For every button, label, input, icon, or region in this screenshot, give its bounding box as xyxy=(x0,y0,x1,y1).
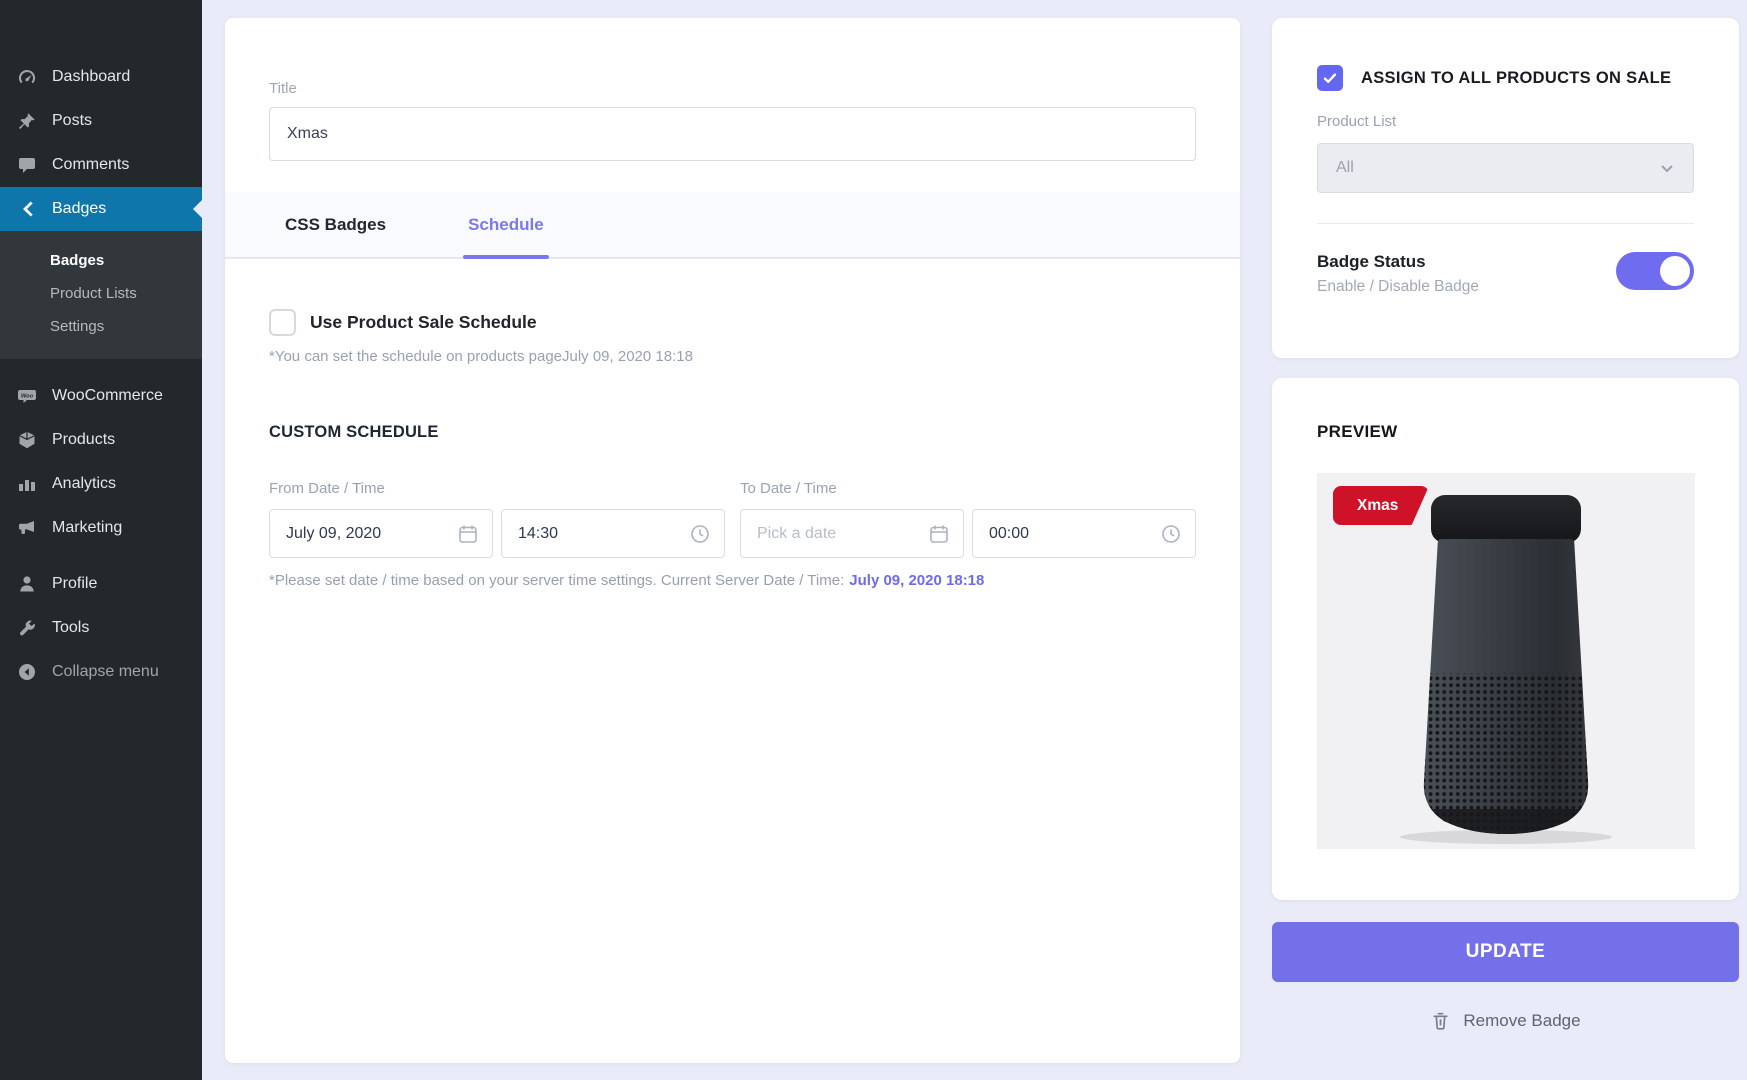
chevron-left-icon xyxy=(17,199,37,219)
use-product-sale-schedule-checkbox[interactable] xyxy=(269,309,296,336)
divider xyxy=(1317,223,1694,224)
svg-text:Woo: Woo xyxy=(21,394,34,400)
product-image-speaker xyxy=(1400,495,1612,844)
product-list-selected-value: All xyxy=(1336,159,1354,176)
to-time-value: 00:00 xyxy=(989,524,1030,542)
collapse-icon xyxy=(17,662,37,682)
preview-heading: PREVIEW xyxy=(1317,422,1398,441)
to-datetime-label: To Date / Time xyxy=(740,480,837,497)
server-datetime-value: July 09, 2020 18:18 xyxy=(849,572,985,589)
bar-chart-icon xyxy=(17,474,37,494)
clock-icon xyxy=(689,523,711,545)
sidebar-item-label: Products xyxy=(52,431,116,448)
custom-schedule-heading: CUSTOM SCHEDULE xyxy=(269,423,439,441)
to-datetime-group: To Date / Time Pick a date 00:00 xyxy=(740,480,1196,558)
badge-status-block: Badge Status Enable / Disable Badge xyxy=(1317,252,1479,296)
sidebar-item-profile[interactable]: Profile xyxy=(0,562,202,606)
sidebar-item-label: Dashboard xyxy=(52,68,131,85)
right-panel: ASSIGN TO ALL PRODUCTS ON SALE Product L… xyxy=(1272,18,1739,1031)
comment-icon xyxy=(17,155,37,175)
to-date-placeholder: Pick a date xyxy=(757,524,837,542)
use-product-sale-schedule-label[interactable]: Use Product Sale Schedule xyxy=(310,312,537,332)
megaphone-icon xyxy=(17,518,37,538)
tab-schedule[interactable]: Schedule xyxy=(463,192,549,259)
preview-card: PREVIEW Xmas xyxy=(1272,378,1739,900)
assign-all-products-checkbox[interactable] xyxy=(1317,65,1343,91)
box-icon xyxy=(17,430,37,450)
sidebar-item-label: Profile xyxy=(52,575,98,592)
sidebar-item-label: Badges xyxy=(52,200,107,217)
sale-schedule-note: *You can set the schedule on products pa… xyxy=(269,348,693,365)
sidebar-item-label: Marketing xyxy=(52,519,123,536)
submenu-item-product-lists[interactable]: Product Lists xyxy=(50,285,137,302)
from-time-field[interactable]: 14:30 xyxy=(501,509,725,558)
server-time-note: *Please set date / time based on your se… xyxy=(269,572,985,589)
sidebar-item-analytics[interactable]: Analytics xyxy=(0,462,202,506)
title-input[interactable] xyxy=(269,107,1196,161)
sidebar-item-marketing[interactable]: Marketing xyxy=(0,506,202,550)
sidebar-item-woocommerce[interactable]: Woo WooCommerce xyxy=(0,374,202,418)
assign-all-products-label[interactable]: ASSIGN TO ALL PRODUCTS ON SALE xyxy=(1361,68,1672,87)
badge-status-toggle[interactable] xyxy=(1616,252,1694,290)
sidebar-item-badges[interactable]: Badges xyxy=(0,187,202,231)
clock-icon xyxy=(1160,523,1182,545)
trash-icon xyxy=(1430,1010,1451,1031)
woocommerce-icon: Woo xyxy=(17,386,37,406)
sidebar-item-label: Posts xyxy=(52,112,93,129)
calendar-icon xyxy=(457,523,479,545)
pushpin-icon xyxy=(17,111,37,131)
from-date-value: July 09, 2020 xyxy=(286,524,382,542)
admin-sidebar: Dashboard Posts Comments Badges Badges P… xyxy=(0,0,202,1080)
from-datetime-group: From Date / Time July 09, 2020 14:30 xyxy=(269,480,725,558)
from-date-field[interactable]: July 09, 2020 xyxy=(269,509,493,558)
badge-preview-area: Xmas xyxy=(1317,473,1695,849)
sidebar-item-comments[interactable]: Comments xyxy=(0,143,202,187)
badge-status-label: Badge Status xyxy=(1317,252,1426,271)
submenu-item-badges[interactable]: Badges xyxy=(50,252,105,269)
sidebar-item-label: Tools xyxy=(52,619,90,636)
wrench-icon xyxy=(17,618,37,638)
badge-status-help: Enable / Disable Badge xyxy=(1317,278,1480,295)
update-button[interactable]: UPDATE xyxy=(1272,922,1739,982)
editor-tabs: CSS Badges Schedule xyxy=(225,192,1240,259)
remove-badge-button[interactable]: Remove Badge xyxy=(1272,1010,1739,1031)
sidebar-item-label: WooCommerce xyxy=(52,387,163,404)
toggle-knob xyxy=(1660,256,1690,286)
sidebar-item-products[interactable]: Products xyxy=(0,418,202,462)
product-list-select[interactable]: All xyxy=(1317,143,1694,193)
title-label: Title xyxy=(269,80,297,97)
product-list-label: Product List xyxy=(1317,113,1397,130)
from-time-value: 14:30 xyxy=(518,524,559,542)
sidebar-item-dashboard[interactable]: Dashboard xyxy=(0,55,202,99)
badge-editor-card: Title CSS Badges Schedule Use Product Sa… xyxy=(225,18,1240,1063)
user-icon xyxy=(17,574,37,594)
check-icon xyxy=(1323,73,1337,83)
schedule-tab-panel: Use Product Sale Schedule *You can set t… xyxy=(225,259,1240,589)
to-date-field[interactable]: Pick a date xyxy=(740,509,964,558)
calendar-icon xyxy=(928,523,950,545)
sidebar-item-label: Collapse menu xyxy=(52,663,159,680)
assign-card: ASSIGN TO ALL PRODUCTS ON SALE Product L… xyxy=(1272,18,1739,358)
sidebar-item-tools[interactable]: Tools xyxy=(0,606,202,650)
preview-badge: Xmas xyxy=(1333,486,1429,525)
submenu-item-settings[interactable]: Settings xyxy=(50,318,105,335)
from-datetime-label: From Date / Time xyxy=(269,480,385,497)
sidebar-item-posts[interactable]: Posts xyxy=(0,99,202,143)
badges-submenu: Badges Product Lists Settings xyxy=(0,231,202,359)
dashboard-icon xyxy=(17,67,37,87)
chevron-down-icon xyxy=(1659,160,1675,176)
sidebar-item-label: Analytics xyxy=(52,475,117,492)
tab-css-badges[interactable]: CSS Badges xyxy=(285,214,387,234)
to-time-field[interactable]: 00:00 xyxy=(972,509,1196,558)
sidebar-item-collapse-menu[interactable]: Collapse menu xyxy=(0,650,202,694)
sidebar-item-label: Comments xyxy=(52,156,130,173)
remove-badge-label: Remove Badge xyxy=(1463,1010,1581,1030)
